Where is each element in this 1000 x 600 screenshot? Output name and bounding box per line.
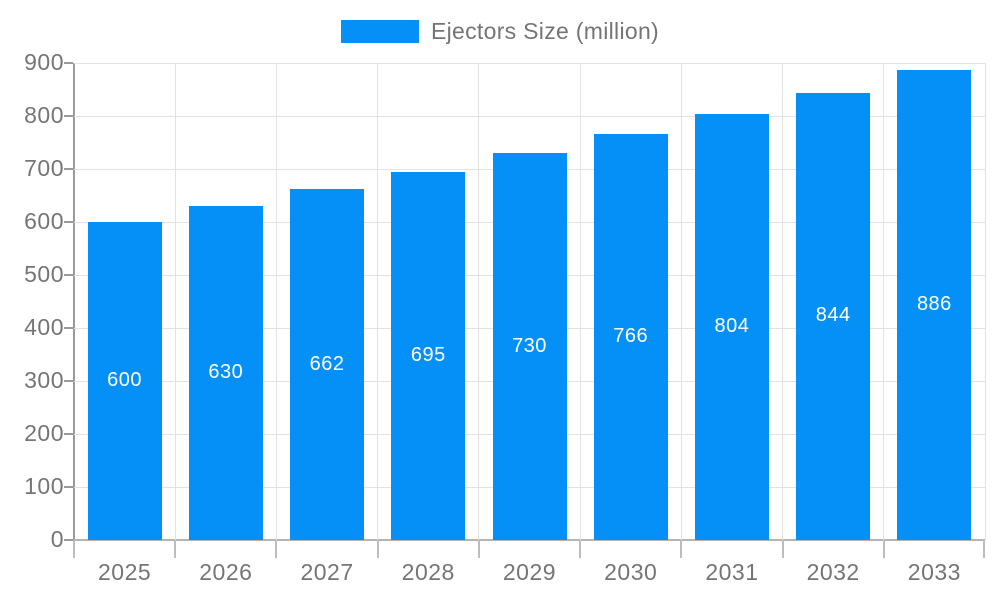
legend-swatch-icon [340,20,419,43]
bar-value-label: 600 [107,369,143,391]
x-gridline [377,63,379,540]
bar-value-label: 766 [613,325,649,347]
x-tick-label: 2028 [401,559,455,585]
bar-2025[interactable] [87,222,162,540]
x-tick-label: 2026 [199,559,253,585]
x-axis-tick [477,540,480,558]
y-axis-tick [64,327,73,329]
x-axis-tick [73,540,75,558]
y-axis-tick [64,115,73,117]
bar-2026[interactable] [188,206,263,540]
bar-2033[interactable] [897,70,972,540]
legend[interactable]: Ejectors Size (million) [0,18,1000,45]
y-tick-label: 500 [24,261,64,287]
x-tick-label: 2029 [502,559,557,585]
y-tick-label: 100 [24,473,64,499]
x-axis-tick [376,540,379,558]
x-gridline [782,63,784,540]
bar-2027[interactable] [290,189,365,540]
y-tick-label: 0 [50,526,64,552]
y-axis-tick [64,62,73,64]
bar-value-label: 695 [410,343,446,366]
y-axis-tick [64,274,73,276]
bar-2031[interactable] [694,113,769,540]
x-tick-label: 2030 [604,559,658,585]
y-axis-tick [64,486,73,488]
y-axis-tick [64,380,73,382]
x-tick-label: 2033 [907,559,961,585]
bar-value-label: 662 [309,352,345,375]
x-gridline [883,63,885,540]
x-gridline [478,63,480,540]
x-gridline [275,63,277,540]
x-tick-label: 2031 [705,559,759,585]
bar-2029[interactable] [492,153,567,540]
y-tick-label: 400 [24,314,64,340]
bar-value-label: 630 [208,361,244,384]
x-axis-tick [275,540,278,558]
y-axis-line [73,63,75,540]
x-tick-label: 2027 [300,559,354,585]
bar-value-label: 730 [512,334,547,357]
x-gridline [174,63,176,540]
bar-2032[interactable] [796,92,871,540]
y-tick-label: 700 [24,155,64,181]
x-axis-tick [579,540,582,558]
y-axis-tick [64,433,73,435]
y-axis-tick [64,539,73,541]
x-gridline [680,63,682,540]
y-tick-label: 800 [24,102,64,128]
bar-2030[interactable] [593,134,668,540]
x-axis-tick [983,540,985,558]
y-axis-tick [64,221,73,223]
y-tick-label: 300 [24,367,64,393]
x-axis-tick [781,540,784,558]
x-axis-tick [882,540,885,558]
y-tick-label: 200 [24,420,64,446]
x-tick-label: 2032 [806,559,860,585]
y-gridline [74,115,985,117]
x-axis-tick [174,540,177,558]
x-axis-tick [680,540,683,558]
x-tick-label: 2025 [98,559,152,585]
legend-label: Ejectors Size (million) [430,18,659,44]
y-tick-label: 600 [24,208,64,234]
bar-value-label: 844 [815,304,851,327]
x-gridline [984,63,986,540]
x-axis-line [74,539,985,541]
y-axis-tick [64,168,73,170]
y-gridline [74,62,985,64]
bar-value-label: 804 [714,314,750,337]
bar-value-label: 886 [916,293,952,316]
plot-area: 0 100 200 300 400 500 600 700 800 900 600 2025 630 20… [24,49,986,585]
x-gridline [579,63,581,540]
bar-2028[interactable] [391,171,466,540]
y-tick-label: 900 [24,49,64,75]
